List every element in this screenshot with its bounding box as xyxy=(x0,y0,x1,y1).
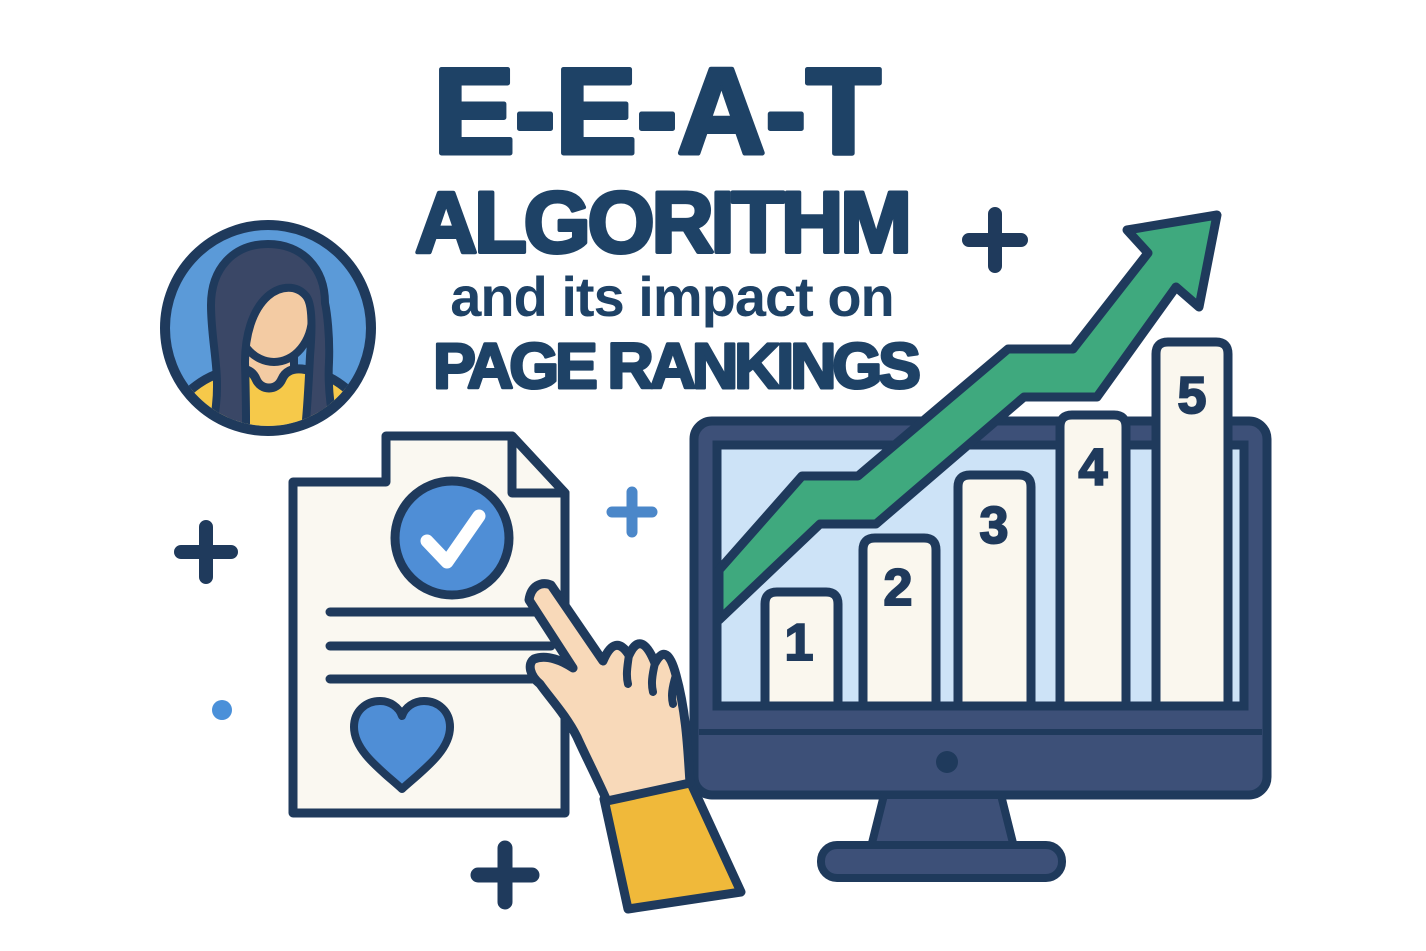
monitor-camera-dot xyxy=(936,751,958,773)
hand-knuckle-lines xyxy=(622,651,680,708)
bar-2 xyxy=(858,533,941,711)
approved-document-icon xyxy=(288,431,570,818)
avatar-inner xyxy=(170,240,366,426)
dot-decoration xyxy=(212,700,232,720)
checkmark-icon xyxy=(420,509,486,569)
avatar-hair xyxy=(197,240,346,426)
decorations xyxy=(174,207,1028,910)
pointing-hand-icon xyxy=(524,579,746,914)
bar-1-label: 1 xyxy=(785,614,814,672)
bar-1 xyxy=(760,587,843,711)
woman-avatar-icon xyxy=(160,220,376,436)
bar-2-label: 2 xyxy=(884,559,913,617)
headline: E-E-A-T ALGORITHM and its impact on PAGE… xyxy=(413,41,925,404)
heart-icon xyxy=(350,697,454,793)
bar-4 xyxy=(1055,410,1131,711)
document-text-lines xyxy=(325,607,556,684)
monitor-stand xyxy=(867,791,1018,851)
bar-4-label: 4 xyxy=(1079,439,1108,497)
hand xyxy=(524,579,695,806)
bar-5 xyxy=(1151,337,1233,711)
monitor-base xyxy=(817,841,1066,882)
page-title: E-E-A-T xyxy=(433,43,880,179)
bar-3-label: 3 xyxy=(980,497,1009,555)
plus-icon-left xyxy=(174,520,238,584)
page-title-line3: PAGE RANKINGS xyxy=(433,330,919,402)
bar-5-label: 5 xyxy=(1178,367,1207,425)
verified-badge xyxy=(390,476,514,600)
page-title-line2: ALGORITHM xyxy=(415,175,909,271)
plus-icon-bottom xyxy=(470,840,540,910)
page-subtitle: and its impact on xyxy=(450,265,894,328)
plus-icon-top-right xyxy=(962,207,1028,273)
bar-3 xyxy=(953,470,1036,711)
growth-arrow-icon xyxy=(714,210,1222,625)
ranking-bar-chart: 1 2 3 4 5 xyxy=(760,337,1233,711)
plus-icon-blue-small xyxy=(606,486,658,538)
document-fold-corner xyxy=(507,431,570,498)
